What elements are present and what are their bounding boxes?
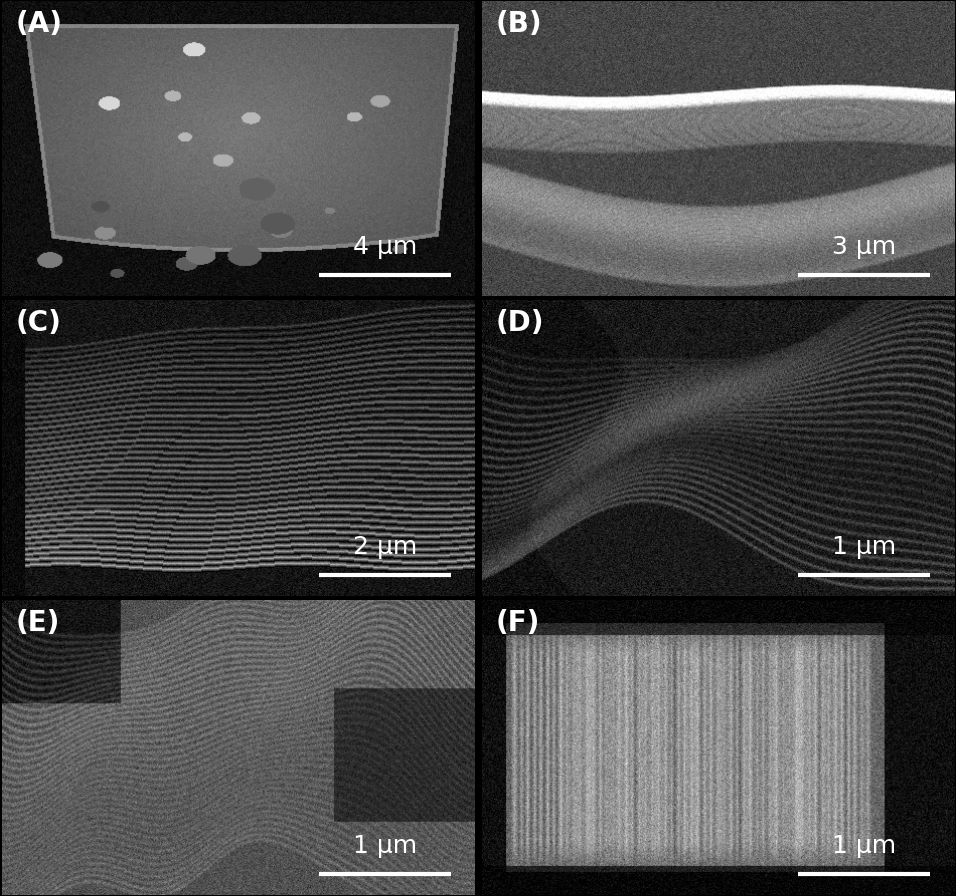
Text: (A): (A) xyxy=(16,10,63,38)
Text: (C): (C) xyxy=(16,309,62,337)
Text: (E): (E) xyxy=(16,609,60,637)
Text: 1 μm: 1 μm xyxy=(833,834,897,858)
Text: (D): (D) xyxy=(496,309,544,337)
Text: 1 μm: 1 μm xyxy=(353,834,417,858)
Text: (F): (F) xyxy=(496,609,540,637)
Text: 2 μm: 2 μm xyxy=(353,535,417,559)
Text: 3 μm: 3 μm xyxy=(833,235,897,259)
Text: (B): (B) xyxy=(496,10,542,38)
Text: 1 μm: 1 μm xyxy=(833,535,897,559)
Text: 4 μm: 4 μm xyxy=(353,235,417,259)
